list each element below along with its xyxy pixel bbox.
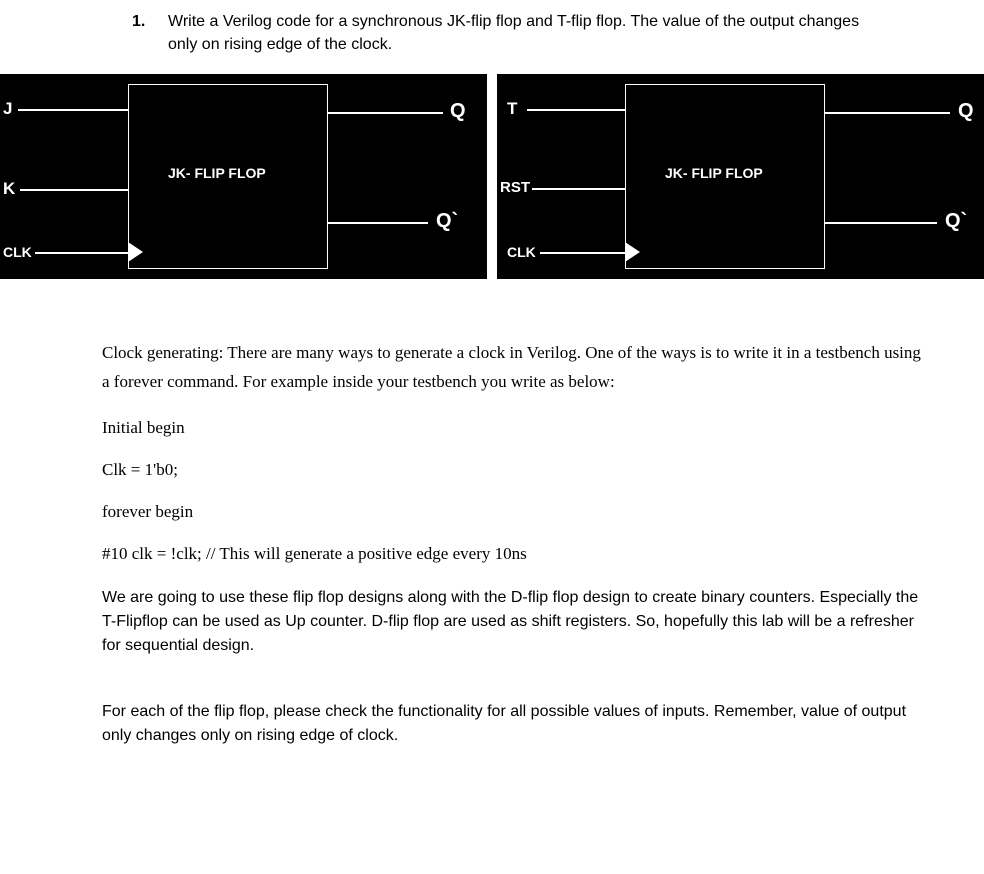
- wire-j: [18, 109, 128, 111]
- clock-edge-icon-r: [626, 243, 640, 261]
- wire-q: [328, 112, 443, 114]
- jk-flipflop-diagram: JK- FLIP FLOP J K CLK Q Q`: [0, 74, 487, 279]
- para-clk0: Clk = 1'b0;: [102, 459, 924, 481]
- wire-q-r: [825, 112, 950, 114]
- wire-clk: [35, 252, 128, 254]
- wire-k: [20, 189, 128, 191]
- wire-qbar-r: [825, 222, 937, 224]
- wire-qbar: [328, 222, 428, 224]
- pin-t-label: T: [507, 99, 517, 119]
- pin-j-label: J: [3, 99, 12, 119]
- para-initial: Initial begin: [102, 417, 924, 439]
- para-delay: #10 clk = !clk; // This will generate a …: [102, 543, 924, 565]
- pin-clk-label-r: CLK: [507, 244, 536, 260]
- pin-k-label: K: [3, 179, 15, 199]
- para-usage: We are going to use these flip flop desi…: [102, 586, 924, 658]
- question-text: Write a Verilog code for a synchronous J…: [168, 10, 888, 56]
- para-forever: forever begin: [102, 501, 924, 523]
- pin-qbar-label-r: Q`: [945, 210, 967, 233]
- t-box-label: JK- FLIP FLOP: [665, 165, 763, 181]
- wire-clk-r: [540, 252, 625, 254]
- pin-clk-label: CLK: [3, 244, 32, 260]
- wire-t: [527, 109, 625, 111]
- t-flipflop-diagram: JK- FLIP FLOP T RST CLK Q Q`: [497, 74, 984, 279]
- body-text: Clock generating: There are many ways to…: [0, 279, 984, 747]
- pin-q-label-r: Q: [958, 100, 974, 123]
- pin-qbar-label: Q`: [436, 210, 458, 233]
- diagrams-row: JK- FLIP FLOP J K CLK Q Q` JK- FLIP FLOP…: [0, 74, 984, 279]
- wire-rst: [532, 188, 625, 190]
- spacer: [102, 678, 924, 700]
- pin-rst-label: RST: [500, 179, 530, 196]
- clock-edge-icon: [129, 243, 143, 261]
- pin-q-label: Q: [450, 100, 466, 123]
- para-clock-gen: Clock generating: There are many ways to…: [102, 339, 924, 397]
- question-number: 1.: [132, 10, 152, 56]
- jk-box-label: JK- FLIP FLOP: [168, 165, 266, 181]
- question-header: 1. Write a Verilog code for a synchronou…: [0, 0, 984, 74]
- para-check: For each of the flip flop, please check …: [102, 700, 924, 748]
